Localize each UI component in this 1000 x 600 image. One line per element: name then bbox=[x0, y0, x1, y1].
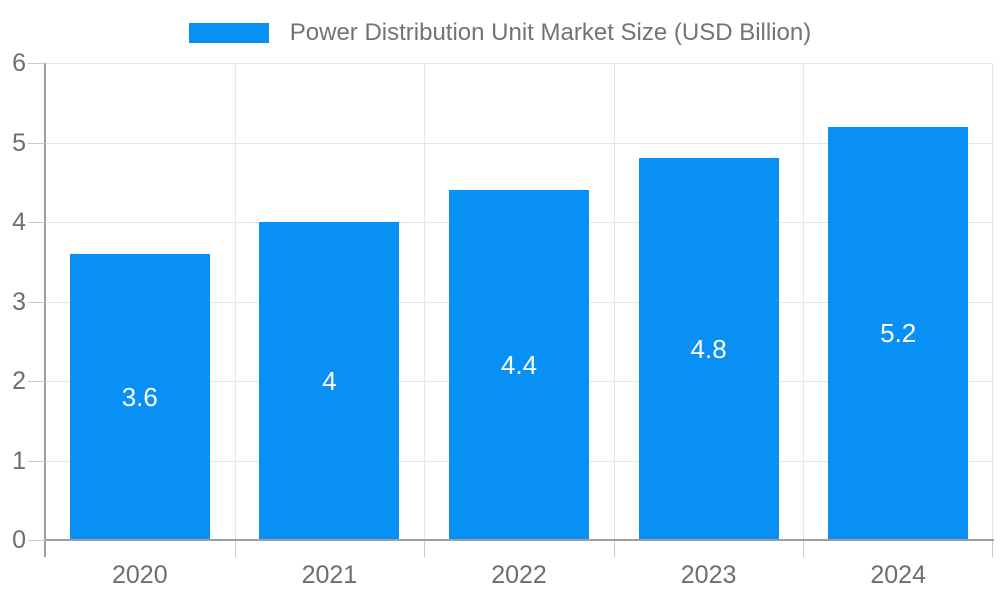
x-tick-label: 2020 bbox=[111, 561, 168, 589]
y-tick-label: 1 bbox=[12, 446, 26, 475]
bar bbox=[449, 190, 589, 540]
y-tick bbox=[28, 63, 45, 64]
x-gridline bbox=[992, 63, 993, 540]
x-gridline bbox=[424, 63, 426, 540]
x-tick bbox=[992, 541, 993, 557]
y-tick-label: 0 bbox=[12, 526, 26, 554]
x-tick-label: 2021 bbox=[301, 561, 358, 589]
bar-value-label: 4.4 bbox=[500, 350, 538, 381]
y-tick-label: 5 bbox=[12, 128, 26, 157]
bar-value-label: 5.2 bbox=[880, 318, 917, 349]
x-tick-label: 2023 bbox=[680, 561, 737, 589]
x-gridline bbox=[613, 63, 615, 540]
y-tick-label: 3 bbox=[12, 287, 26, 316]
x-tick-label: 2022 bbox=[491, 561, 547, 589]
x-tick bbox=[803, 541, 805, 557]
bar bbox=[259, 222, 400, 540]
y-axis-line bbox=[44, 63, 46, 557]
x-gridline bbox=[234, 63, 236, 540]
bar bbox=[828, 126, 969, 540]
x-tick bbox=[234, 541, 236, 557]
bar-value-label: 3.6 bbox=[121, 381, 158, 412]
y-tick bbox=[28, 222, 45, 223]
bar bbox=[69, 253, 210, 540]
y-gridline bbox=[45, 63, 993, 64]
x-tick-label: 2024 bbox=[870, 561, 926, 589]
y-tick-label: 2 bbox=[12, 367, 26, 395]
x-axis-line bbox=[44, 539, 994, 541]
chart-legend: Power Distribution Unit Market Size (USD… bbox=[0, 16, 1000, 50]
y-tick-label: 4 bbox=[12, 208, 26, 236]
y-tick bbox=[28, 460, 45, 462]
y-gridline bbox=[45, 142, 993, 144]
bar-value-label: 4 bbox=[322, 366, 337, 396]
y-tick bbox=[28, 142, 45, 144]
plot-area: 3.6 4 4.4 4.8 5.2 bbox=[45, 63, 993, 540]
y-tick bbox=[28, 301, 45, 303]
x-tick bbox=[613, 541, 615, 557]
bar-value-label: 4.8 bbox=[690, 334, 727, 365]
bar bbox=[638, 158, 779, 540]
y-tick bbox=[28, 381, 45, 382]
y-tick-label: 6 bbox=[12, 49, 26, 77]
y-tick bbox=[28, 540, 45, 541]
x-gridline bbox=[803, 63, 805, 540]
chart-title: Power Distribution Unit Market Size (USD… bbox=[289, 19, 812, 46]
legend-swatch bbox=[188, 23, 269, 43]
x-tick bbox=[424, 541, 426, 557]
